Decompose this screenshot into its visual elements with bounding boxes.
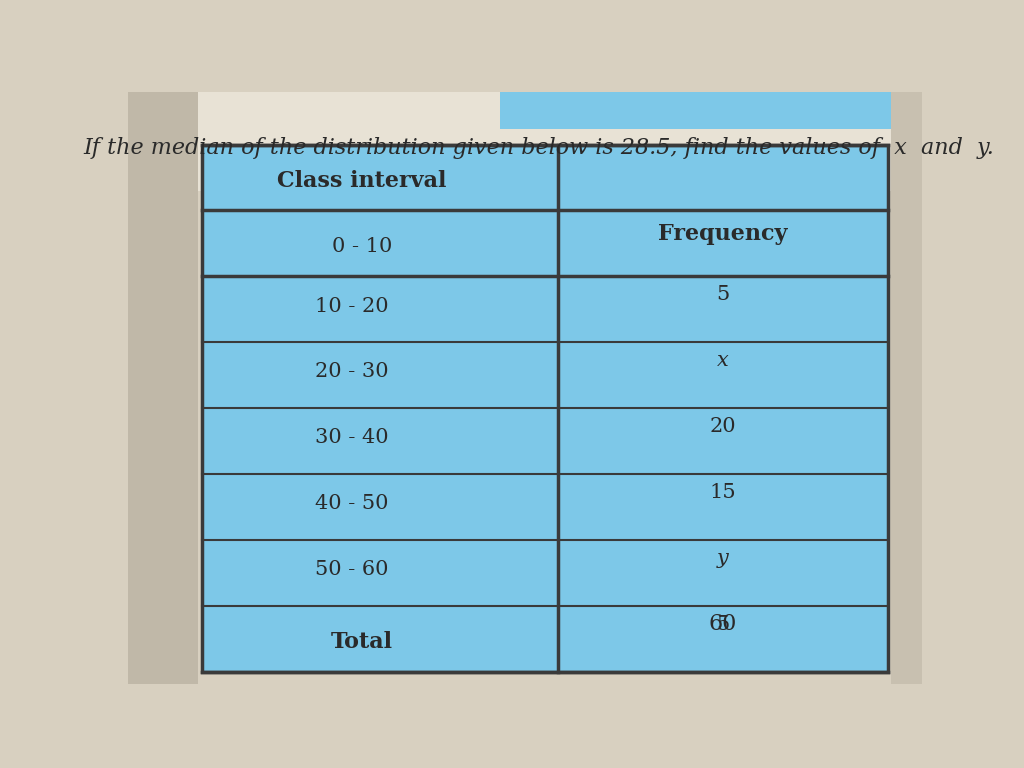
Text: 0 - 10: 0 - 10 bbox=[332, 237, 392, 257]
Text: 5: 5 bbox=[716, 615, 729, 634]
Text: 5: 5 bbox=[716, 286, 729, 304]
Bar bbox=[891, 92, 922, 684]
Text: Class interval: Class interval bbox=[278, 170, 446, 192]
Text: Frequency: Frequency bbox=[658, 223, 787, 244]
Text: 30 - 40: 30 - 40 bbox=[314, 429, 388, 448]
Text: 60: 60 bbox=[709, 614, 737, 635]
Text: 50 - 60: 50 - 60 bbox=[314, 561, 388, 579]
Text: 40 - 50: 40 - 50 bbox=[314, 495, 388, 513]
Text: y: y bbox=[717, 549, 729, 568]
Text: 20 - 30: 20 - 30 bbox=[314, 362, 388, 382]
Text: If the median of the distribution given below is 28.5, find the values of  x  an: If the median of the distribution given … bbox=[83, 137, 994, 159]
Text: x: x bbox=[717, 351, 729, 370]
Bar bbox=[202, 144, 888, 672]
Text: 15: 15 bbox=[710, 483, 736, 502]
Text: 10 - 20: 10 - 20 bbox=[314, 296, 388, 316]
Bar bbox=[128, 92, 922, 190]
Text: 20: 20 bbox=[710, 417, 736, 436]
Bar bbox=[500, 92, 922, 129]
Text: Total: Total bbox=[331, 631, 393, 654]
Bar bbox=[128, 92, 198, 684]
